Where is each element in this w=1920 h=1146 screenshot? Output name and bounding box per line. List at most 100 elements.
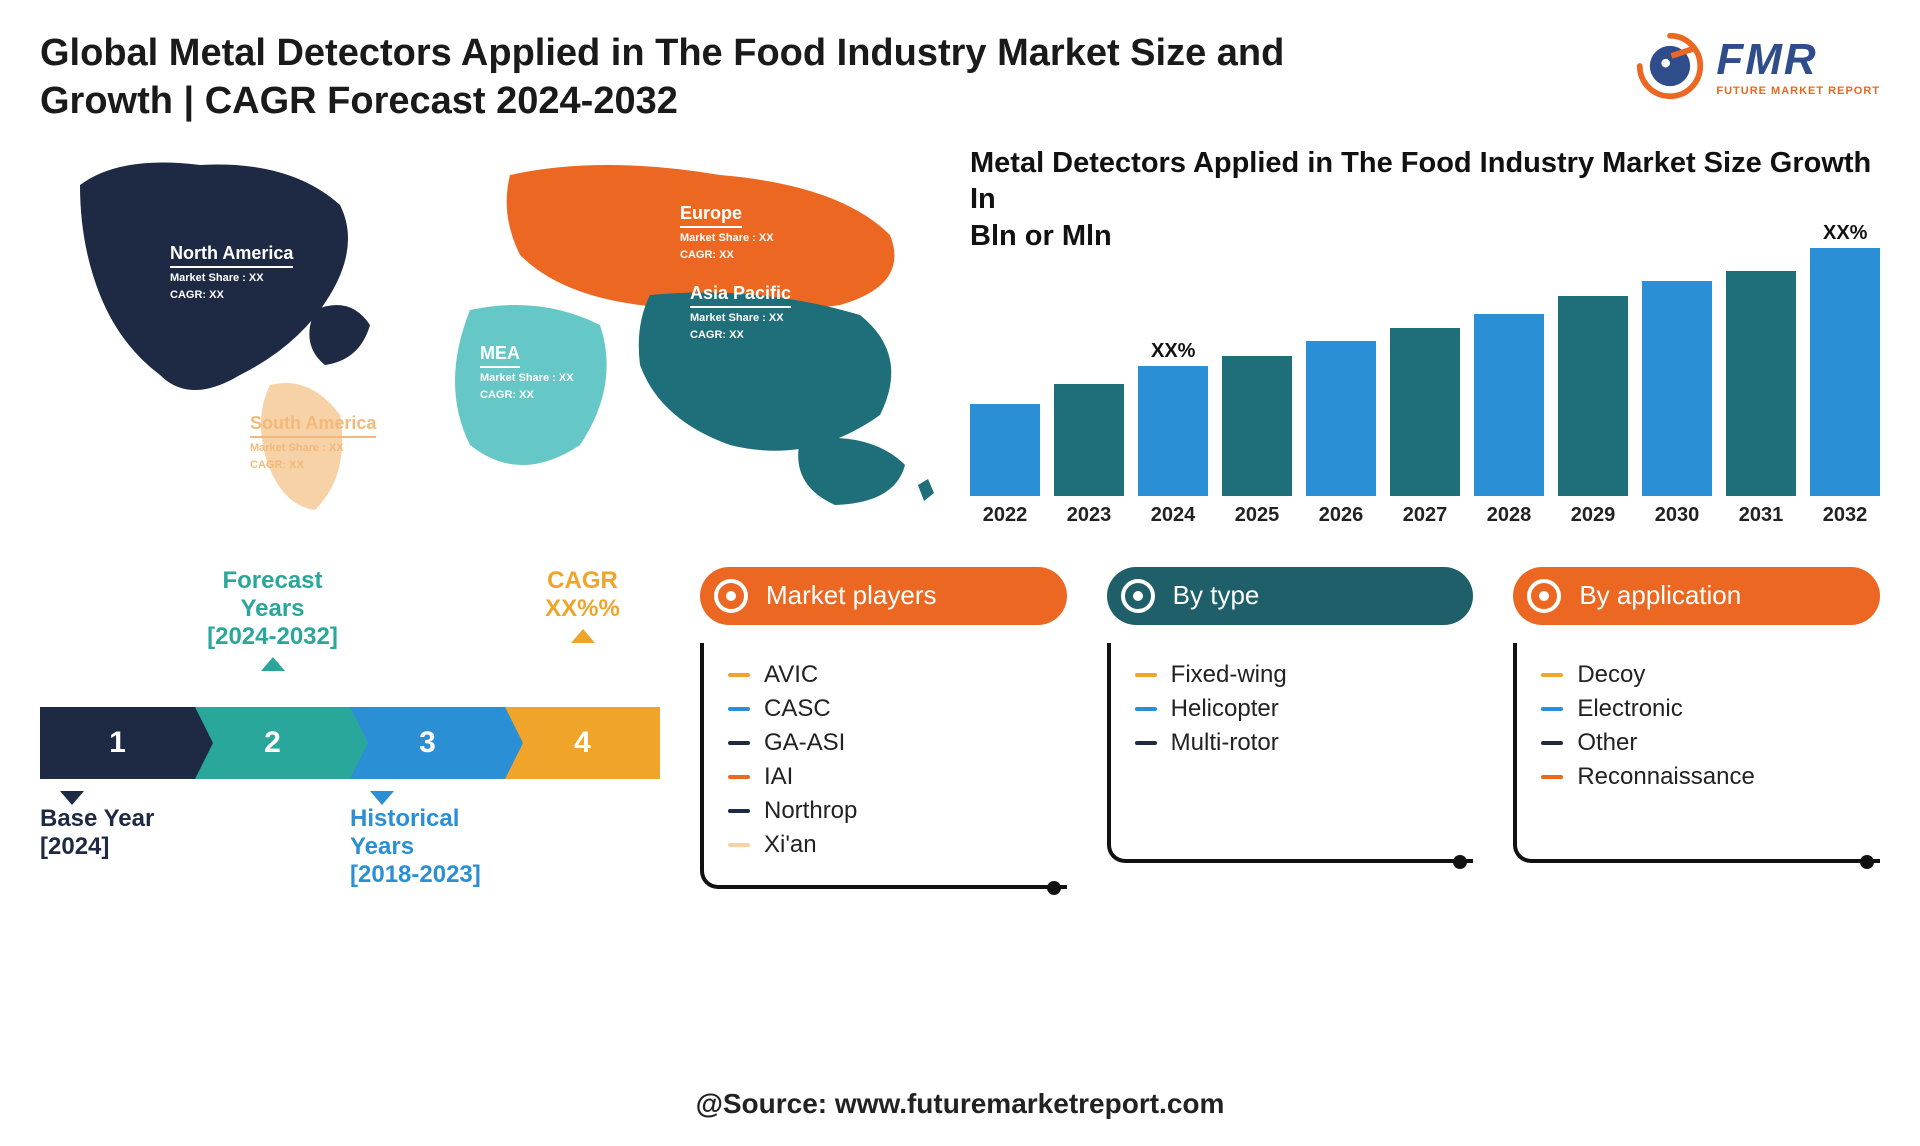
category-item-label: GA-ASI [764,729,845,757]
category-item: GA-ASI [728,729,1055,757]
region-label-ap: Asia Pacific Market Share : XX CAGR: XX [690,283,791,343]
source-label: @Source: www.futuremarketreport.com [0,1088,1920,1120]
tick-icon [728,741,750,745]
timeline-bar: 1234 [40,707,660,779]
category-body: Fixed-wing Helicopter Multi-rotor [1107,643,1474,863]
timeline: Forecast Years[2024-2032] CAGRXX%% 1234 B… [40,567,660,899]
timeline-callout: CAGRXX%% [505,567,660,649]
bar [1054,384,1124,496]
bar-label: 2027 [1403,504,1448,527]
bullet-icon [1121,579,1155,613]
bar [1222,356,1292,496]
category-column: By application Decoy Electronic Other Reconn… [1513,567,1880,899]
bottom-row: Forecast Years[2024-2032] CAGRXX%% 1234 B… [40,567,1880,899]
bar-label: 2028 [1487,504,1532,527]
tick-icon [728,809,750,813]
tick-icon [728,673,750,677]
top-row: North America Market Share : XX CAGR: XX… [40,145,1880,527]
tick-icon [1541,741,1563,745]
timeline-callout: Historical Years[2018-2023] [350,785,505,889]
timeline-callout: Base Year[2024] [40,785,195,861]
chart-annotation: XX% [1151,340,1195,363]
category-body: AVICCASCGA-ASIIAINorthropXi'an [700,643,1067,889]
tick-icon [1541,775,1563,779]
bullet-icon [1527,579,1561,613]
region-label-na: North America Market Share : XX CAGR: XX [170,243,293,303]
bar [1726,271,1796,496]
region-label-sa: South America Market Share : XX CAGR: XX [250,413,376,473]
category-item: CASC [728,695,1055,723]
bar-label: 2025 [1235,504,1280,527]
page-title: Global Metal Detectors Applied in The Fo… [40,30,1290,125]
category-item-label: IAI [764,763,793,791]
category-item-label: AVIC [764,661,818,689]
tick-icon [1541,673,1563,677]
category-title: By application [1579,580,1741,611]
category-item: Reconnaissance [1541,763,1868,791]
category-item: Other [1541,729,1868,757]
category-column: By type Fixed-wing Helicopter Multi-rotor [1107,567,1474,899]
bar-column: 2022 [970,404,1040,527]
bar-column: 2031 [1726,271,1796,527]
timeline-callout: Forecast Years[2024-2032] [195,567,350,677]
logo-sub: FUTURE MARKET REPORT [1716,85,1880,97]
bar-column: 2027 [1390,328,1460,527]
tick-icon [1135,673,1157,677]
tick-icon [728,775,750,779]
bar-label: 2023 [1067,504,1112,527]
category-item-label: CASC [764,695,831,723]
timeline-segment: 1 [40,707,195,779]
region-label-mea: MEA Market Share : XX CAGR: XX [480,343,574,403]
category-title: By type [1173,580,1260,611]
bar-column: 2029 [1558,296,1628,527]
map-svg [40,145,940,515]
category-title: Market players [766,580,937,611]
category-column: Market playersAVICCASCGA-ASIIAINorthropX… [700,567,1067,899]
category-header: By application [1513,567,1880,625]
logo: FMR FUTURE MARKET REPORT [1634,30,1880,102]
world-map: North America Market Share : XX CAGR: XX… [40,145,940,515]
category-item: AVIC [728,661,1055,689]
category-item: Decoy [1541,661,1868,689]
category-item: Electronic [1541,695,1868,723]
category-item-label: Reconnaissance [1577,763,1754,791]
bar-column: 2025 [1222,356,1292,527]
bar-label: 2031 [1739,504,1784,527]
growth-chart: Metal Detectors Applied in The Food Indu… [970,145,1880,527]
chart-annotation: XX% [1823,222,1867,245]
bar-column: 2028 [1474,314,1544,527]
bar [1474,314,1544,496]
category-item: Helicopter [1135,695,1462,723]
bar-column: 2032 [1810,248,1880,527]
bar-column: 2026 [1306,341,1376,527]
bar [1810,248,1880,496]
chart-title: Metal Detectors Applied in The Food Indu… [970,145,1880,254]
logo-text: FMR FUTURE MARKET REPORT [1716,35,1880,97]
category-item: Fixed-wing [1135,661,1462,689]
bar [1642,281,1712,496]
bar [1138,366,1208,496]
bar [1558,296,1628,496]
category-item-label: Other [1577,729,1637,757]
bar-column: 2024 [1138,366,1208,527]
tick-icon [1135,741,1157,745]
tick-icon [728,843,750,847]
category-item: Multi-rotor [1135,729,1462,757]
page-root: Global Metal Detectors Applied in The Fo… [0,0,1920,1146]
timeline-segment: 2 [195,707,350,779]
logo-icon [1634,30,1706,102]
bar-label: 2024 [1151,504,1196,527]
category-item-label: Fixed-wing [1171,661,1287,689]
tick-icon [1135,707,1157,711]
bar [1390,328,1460,496]
timeline-segment: 4 [505,707,660,779]
category-header: By type [1107,567,1474,625]
header: Global Metal Detectors Applied in The Fo… [40,30,1880,125]
region-label-eu: Europe Market Share : XX CAGR: XX [680,203,774,263]
category-item-label: Northrop [764,797,857,825]
category-item: IAI [728,763,1055,791]
logo-main: FMR [1716,35,1880,85]
timeline-callouts-bottom: Base Year[2024] Historical Years[2018-202… [40,779,660,899]
bar [970,404,1040,496]
category-body: Decoy Electronic Other Reconnaissance [1513,643,1880,863]
